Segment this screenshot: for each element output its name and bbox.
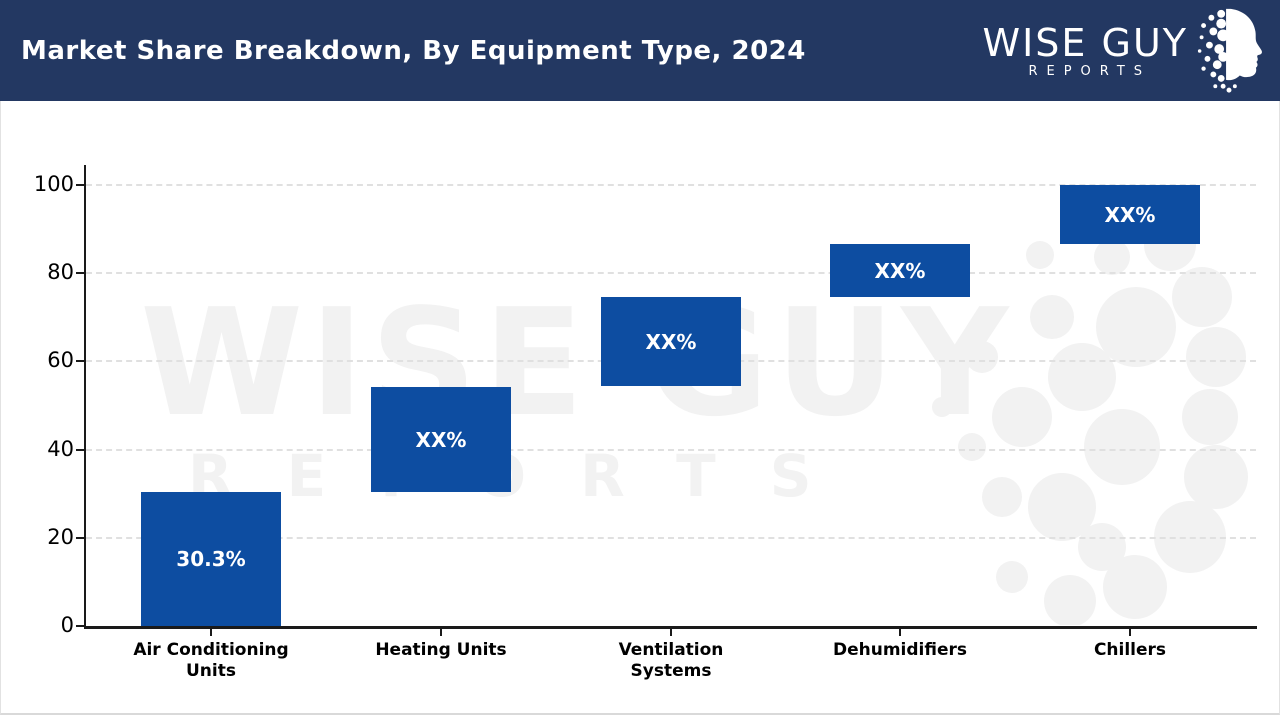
bar-chillers: XX% [1060,185,1200,245]
y-axis-tick-20 [76,536,84,539]
bar-value-label-dehumidifiers: XX% [874,258,926,283]
x-axis-label-line: Systems [630,661,712,681]
x-axis-tick-chillers [1129,629,1131,636]
x-axis-label-line: Air Conditioning [133,640,289,660]
logo-line1: WISE GUY [982,21,1188,65]
x-axis-label-line: Ventilation [618,640,724,660]
y-axis-tick-label-20: 20 [47,524,74,549]
y-axis-line [84,165,86,627]
y-axis-tick-100 [76,184,84,186]
bar-ventilation-systems: XX% [601,297,741,387]
x-axis-label-chillers: Chillers [1015,640,1245,661]
x-axis-label-dehumidifiers: Dehumidifiers [785,640,1015,661]
x-axis-label-line: Dehumidifiers [832,640,968,660]
header: Market Share Breakdown, By Equipment Typ… [0,0,1280,101]
bar-value-label-ventilation-systems: XX% [645,329,697,354]
y-axis-tick-80 [76,272,84,275]
logo-face-icon [1197,8,1262,93]
logo-wordmark: WISE GUY REPORTS [983,23,1188,79]
x-axis-label-line: Heating Units [375,640,507,660]
gridline-80 [86,272,1256,275]
x-axis-label-line: Chillers [1093,640,1167,660]
bar-value-label-heating-units: XX% [415,427,467,452]
bar-air-conditioning-units: 30.3% [141,492,281,626]
x-axis-line [84,626,1257,629]
x-axis-label-air-conditioning-units: Air Conditioning Units [96,640,326,682]
bar-dehumidifiers: XX% [830,244,970,297]
x-axis-label-heating-units: Heating Units [326,640,556,661]
x-axis-tick-dehumidifiers [899,629,901,636]
y-axis-tick-label-0: 0 [60,613,74,637]
x-axis-label-ventilation-systems: Ventilation Systems [556,640,786,682]
y-axis-tick-label-80: 80 [47,260,74,285]
wise-guy-logo: WISE GUY REPORTS [983,6,1268,96]
x-axis-tick-ventilation-systems [670,629,672,636]
bar-value-label-chillers: XX% [1104,202,1156,227]
x-axis-tick-heating-units [440,629,442,636]
x-axis-tick-air-conditioning-units [210,629,212,636]
logo-line2: REPORTS [1028,64,1152,79]
gridline-100 [86,184,1256,186]
x-axis-label-line: Units [186,661,236,681]
y-axis-tick-0 [76,625,84,627]
page-title: Market Share Breakdown, By Equipment Typ… [21,35,806,66]
y-axis-tick-label-60: 60 [47,348,74,373]
bar-heating-units: XX% [371,386,511,493]
gridline-40 [86,448,1256,451]
y-axis-tick-label-100: 100 [33,172,74,196]
y-axis-tick-40 [76,448,84,451]
y-axis-tick-label-40: 40 [47,436,74,461]
y-axis-tick-60 [76,360,84,363]
bar-value-label-air-conditioning-units: 30.3% [176,547,246,572]
gridline-20 [86,536,1256,539]
